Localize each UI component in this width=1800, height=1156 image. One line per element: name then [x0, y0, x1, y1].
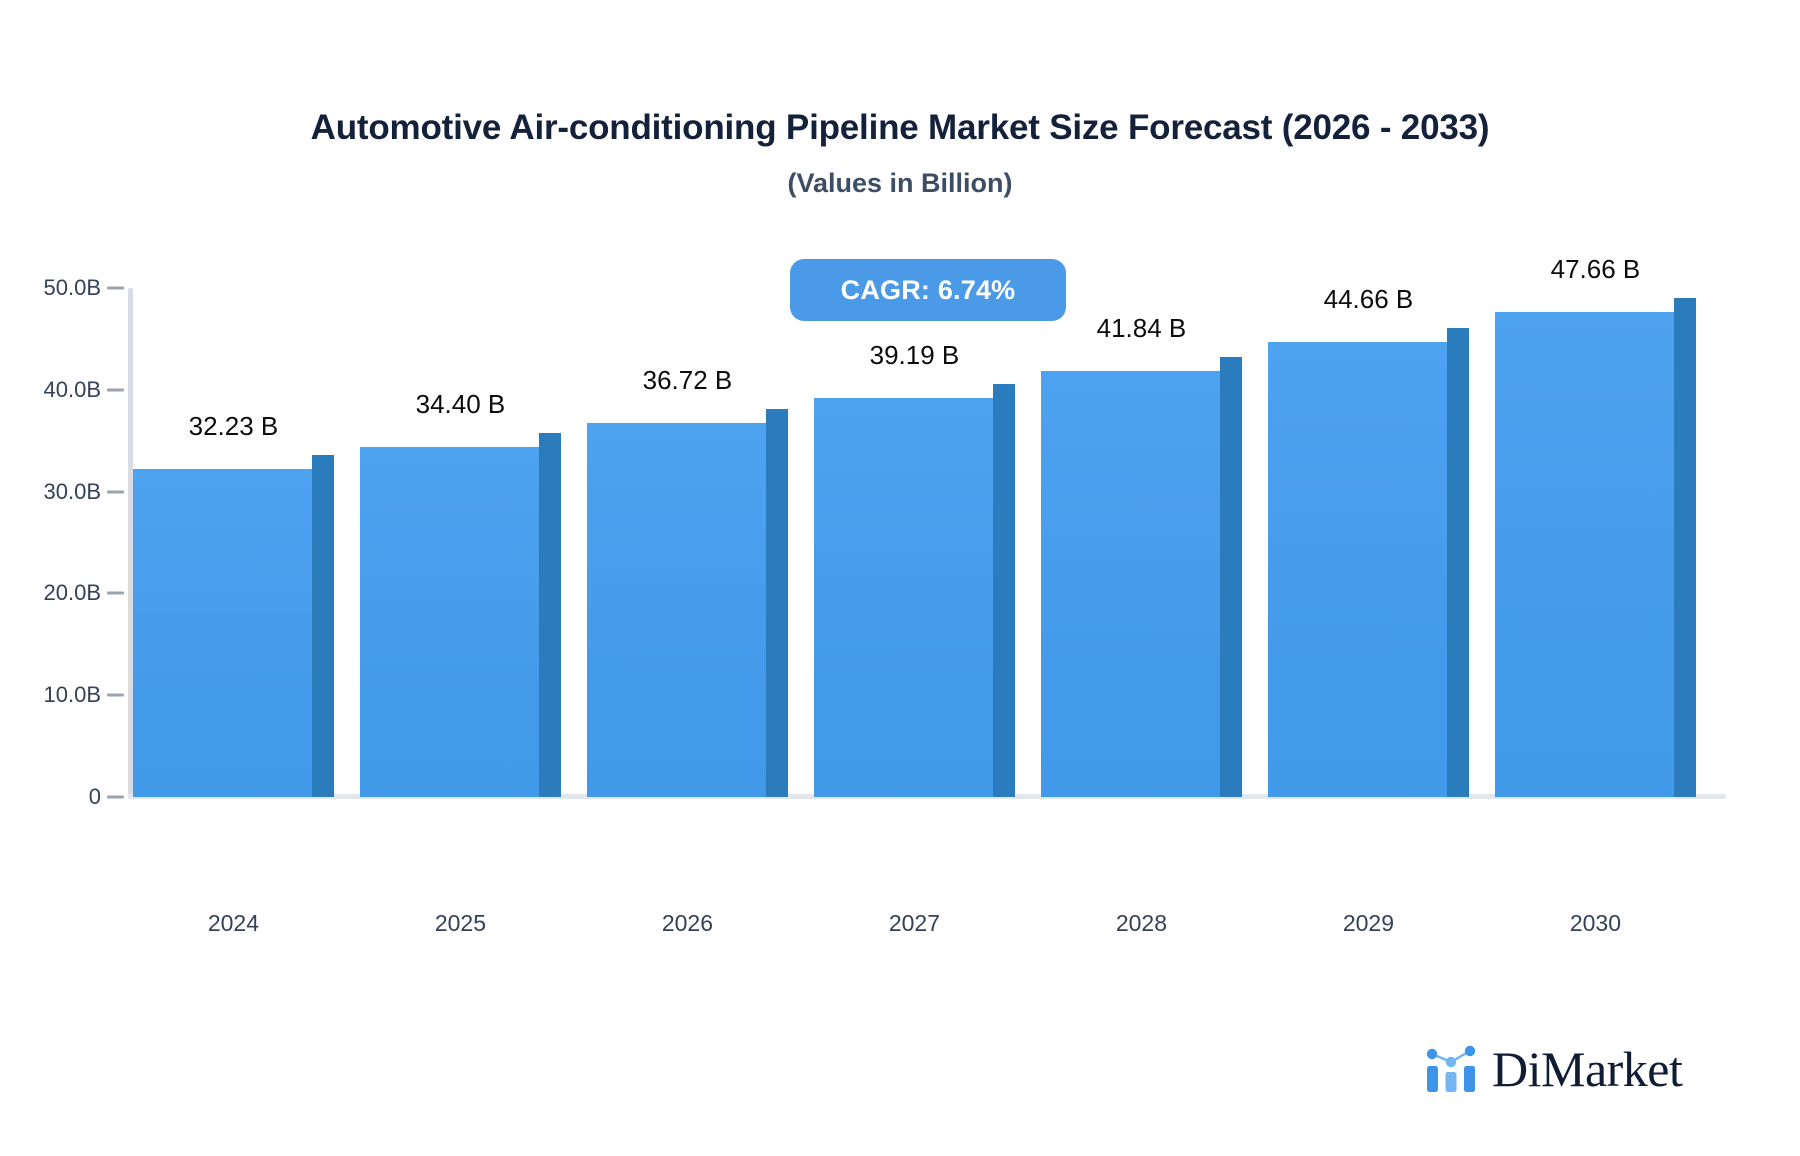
y-axis-tick-mark: [107, 286, 124, 290]
bar-front-face: [1041, 371, 1220, 797]
bar-front-face: [587, 423, 766, 797]
bar-front-face: [360, 446, 539, 797]
chart-subtitle: (Values in Billion): [787, 168, 1013, 198]
dimarket-logo: DiMarket: [1424, 1041, 1683, 1097]
x-axis-tick-label: 2029: [1342, 910, 1395, 936]
bar-value-label: 39.19 B: [869, 340, 960, 371]
x-axis-tick-label: 2024: [207, 910, 260, 936]
bar-side-face: [1446, 328, 1469, 797]
x-axis-tick-label: 2028: [1115, 910, 1168, 936]
bar-value-label: 34.40 B: [415, 388, 506, 419]
bar-side-face: [765, 409, 788, 797]
x-axis-tick-label: 2027: [888, 910, 941, 936]
bar-value-label: 44.66 B: [1323, 284, 1414, 315]
y-axis-tick-mark: [107, 591, 124, 595]
bar-front-face: [1495, 311, 1674, 797]
chart-title: Automotive Air-conditioning Pipeline Mar…: [310, 108, 1490, 147]
y-axis-tick-label: 40.0B: [43, 376, 102, 402]
bar-front-face: [1268, 342, 1447, 797]
bar[interactable]: [360, 432, 561, 797]
bar[interactable]: [1041, 357, 1242, 797]
bar-value-label: 41.84 B: [1096, 313, 1187, 344]
bar[interactable]: [1268, 328, 1469, 797]
bar-side-face: [992, 384, 1015, 797]
y-axis-tick-mark: [107, 490, 124, 494]
bar-side-face: [1673, 297, 1696, 797]
y-axis-tick-label: 50.0B: [43, 275, 102, 300]
bar-value-label: 36.72 B: [642, 365, 733, 396]
bar[interactable]: [587, 409, 788, 797]
logo-wordmark: DiMarket: [1492, 1041, 1683, 1097]
y-axis-tick-mark: [107, 693, 124, 697]
bar-value-label: 47.66 B: [1550, 253, 1641, 284]
y-axis-tick-mark: [107, 388, 124, 392]
bar-side-face: [1219, 357, 1242, 797]
bar[interactable]: [133, 454, 334, 797]
cagr-badge: CAGR: 6.74%: [790, 259, 1066, 321]
bar[interactable]: [1495, 297, 1696, 797]
y-axis-tick-label: 10.0B: [43, 682, 102, 708]
y-axis-tick-mark: [107, 795, 124, 799]
bar-front-face: [133, 468, 312, 797]
y-axis-tick-label: 30.0B: [43, 478, 102, 504]
y-axis-tick-label: 20.0B: [43, 580, 102, 606]
bar-side-face: [311, 454, 334, 797]
x-axis-tick-label: 2025: [434, 910, 487, 936]
y-axis-tick-label: 0: [88, 784, 101, 809]
bar-side-face: [538, 432, 561, 797]
x-axis-tick-label: 2026: [661, 910, 714, 936]
bar-front-face: [814, 398, 993, 797]
x-axis-tick-label: 2030: [1569, 910, 1622, 936]
bar-chart-analytics-icon: [1424, 1044, 1478, 1094]
bar[interactable]: [814, 384, 1015, 797]
y-axis-line: [128, 288, 133, 798]
bar-value-label: 32.23 B: [188, 410, 279, 441]
